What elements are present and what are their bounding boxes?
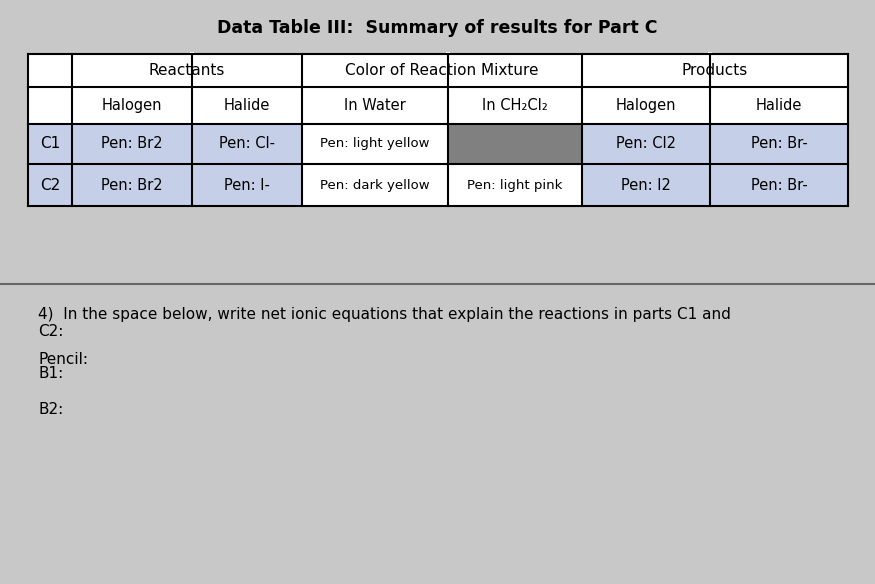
Bar [28, 54, 848, 206]
Bar [710, 164, 848, 206]
Bar [582, 124, 710, 164]
Text: In CH₂Cl₂: In CH₂Cl₂ [482, 98, 548, 113]
Text: C2:: C2: [38, 324, 63, 339]
Bar [72, 164, 192, 206]
Text: Color of Reaction Mixture: Color of Reaction Mixture [346, 63, 539, 78]
Text: Pen: I-: Pen: I- [224, 178, 270, 193]
Text: Halogen: Halogen [102, 98, 162, 113]
Text: Pen: Br-: Pen: Br- [751, 137, 808, 151]
Text: Products: Products [682, 63, 748, 78]
Bar [710, 124, 848, 164]
Text: Pen: I2: Pen: I2 [621, 178, 671, 193]
Text: Pen: dark yellow: Pen: dark yellow [320, 179, 430, 192]
Text: B1:: B1: [38, 367, 63, 381]
Text: Pencil:: Pencil: [38, 352, 88, 367]
Bar [192, 164, 302, 206]
Bar [72, 124, 192, 164]
Text: Pen: Br2: Pen: Br2 [102, 137, 163, 151]
Text: Pen: Br-: Pen: Br- [751, 178, 808, 193]
Text: C1: C1 [40, 137, 60, 151]
Bar [28, 124, 72, 164]
Text: Pen: Cl-: Pen: Cl- [219, 137, 275, 151]
Text: Pen: Br2: Pen: Br2 [102, 178, 163, 193]
Bar [192, 124, 302, 164]
Text: Pen: Cl2: Pen: Cl2 [616, 137, 676, 151]
Text: Data Table III:  Summary of results for Part C: Data Table III: Summary of results for P… [217, 19, 657, 37]
Text: C2: C2 [40, 178, 60, 193]
Bar [448, 124, 582, 164]
Bar [582, 164, 710, 206]
Text: B2:: B2: [38, 402, 63, 416]
Text: Pen: light pink: Pen: light pink [467, 179, 563, 192]
Text: Halide: Halide [756, 98, 802, 113]
Text: In Water: In Water [344, 98, 406, 113]
Bar [28, 164, 72, 206]
Text: Halogen: Halogen [616, 98, 676, 113]
Text: 4)  In the space below, write net ionic equations that explain the reactions in : 4) In the space below, write net ionic e… [38, 307, 731, 322]
Text: Pen: light yellow: Pen: light yellow [320, 137, 430, 151]
Text: Halide: Halide [224, 98, 270, 113]
Text: Reactants: Reactants [149, 63, 225, 78]
